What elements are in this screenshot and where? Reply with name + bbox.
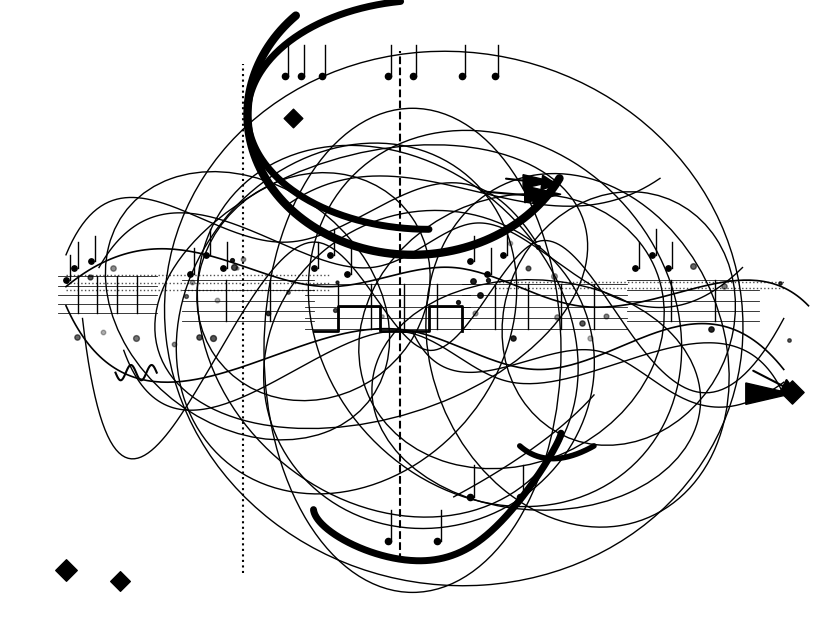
Point [662,262,675,273]
Point [167,339,180,349]
Point [186,277,199,287]
Point [328,305,342,315]
Point [480,269,493,279]
Point [469,308,482,318]
Point [467,276,480,286]
Polygon shape [746,383,792,404]
Point [686,261,700,271]
Point [278,71,291,82]
Point [113,576,126,586]
Point [576,317,589,327]
Point [210,295,224,305]
Point [773,278,786,288]
Point [381,71,394,82]
Point [286,113,299,123]
Point [381,536,394,547]
Point [455,71,469,82]
Point [207,333,220,343]
Point [645,250,658,260]
Point [451,297,464,307]
Point [583,333,596,343]
Point [513,492,526,502]
Point [106,263,120,273]
Point [531,242,545,252]
Point [200,250,213,260]
Polygon shape [525,186,561,203]
Point [179,291,192,301]
Point [330,277,343,287]
Point [192,333,205,343]
Point [464,492,477,502]
Point [629,262,642,273]
Point [783,335,796,345]
Point [70,332,83,342]
Point [474,290,487,300]
Point [600,310,613,320]
Point [547,271,560,281]
Point [497,250,510,260]
Point [183,269,196,279]
Point [481,275,494,285]
Point [231,263,244,273]
Point [406,71,419,82]
Point [225,255,238,265]
Point [375,311,389,322]
Point [68,262,81,273]
Point [464,256,477,266]
Polygon shape [523,175,553,189]
Point [717,282,730,292]
Point [237,254,250,264]
Point [130,333,143,343]
Point [97,327,110,338]
Point [550,312,563,322]
Point [59,275,73,285]
Point [315,71,328,82]
Point [323,250,337,260]
Point [704,324,717,334]
Point [84,256,97,266]
Point [227,262,240,272]
Point [507,333,520,343]
Point [488,71,502,82]
Point [307,262,320,273]
Point [785,387,799,397]
Point [262,308,275,318]
Point [521,262,535,273]
Point [503,238,516,248]
Point [340,269,353,279]
Point [59,565,73,575]
Point [216,262,229,273]
Point [83,272,97,282]
Point [431,536,444,547]
Point [295,71,308,82]
Point [281,287,295,297]
